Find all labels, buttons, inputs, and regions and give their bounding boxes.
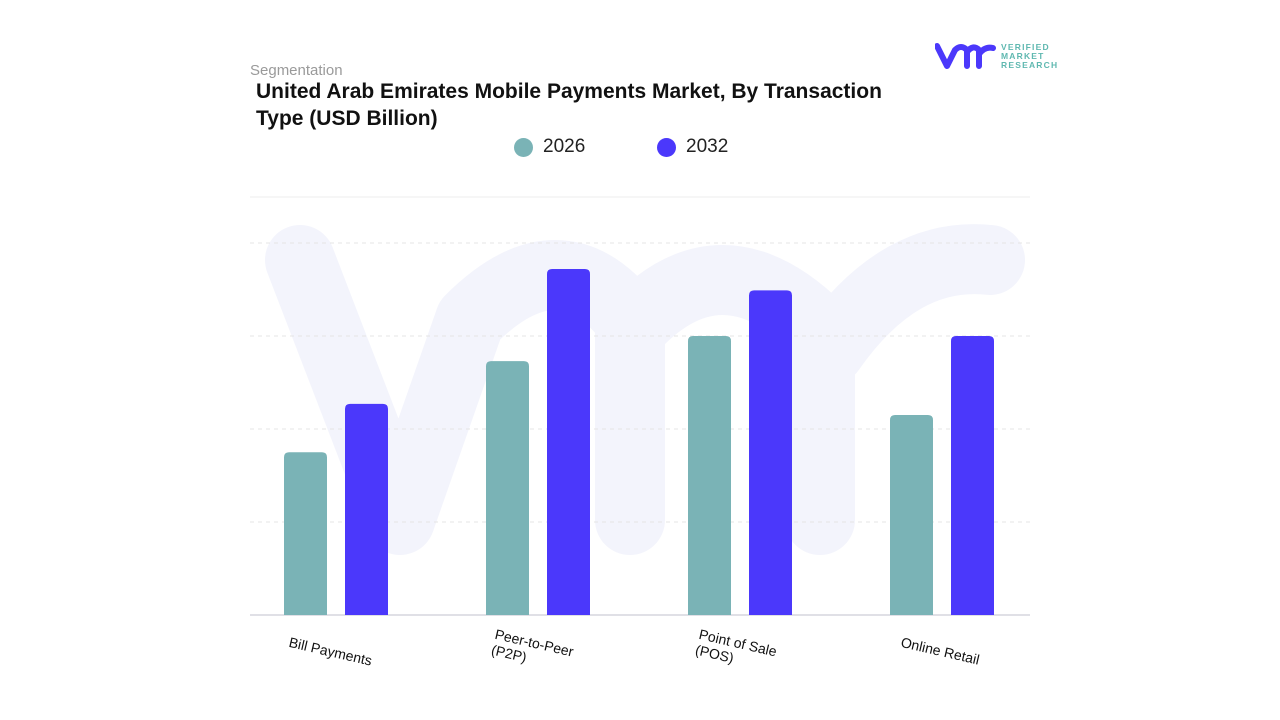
bar-2032-3 xyxy=(951,336,994,615)
legend: 2026 2032 xyxy=(0,136,1280,160)
logo-line-1: VERIFIED xyxy=(1001,41,1050,52)
segment-label: Segmentation xyxy=(250,62,343,79)
logo-line-2: MARKET xyxy=(1001,50,1045,61)
vmr-logo: VERIFIED MARKET RESEARCH xyxy=(935,42,1058,70)
legend-label-2032: 2032 xyxy=(686,136,729,157)
chart-title: United Arab Emirates Mobile Payments Mar… xyxy=(256,80,882,130)
bar-2026-0 xyxy=(284,452,327,615)
legend-item-2032: 2032 xyxy=(657,136,728,158)
logo-text: VERIFIED MARKET RESEARCH xyxy=(1001,41,1059,70)
logo-line-3: RESEARCH xyxy=(1001,59,1059,70)
bar-2032-1 xyxy=(547,269,590,615)
bar-2026-2 xyxy=(688,336,731,615)
bar-2032-2 xyxy=(749,290,792,615)
legend-label-2026: 2026 xyxy=(543,136,586,157)
bar-2026-3 xyxy=(890,415,933,615)
legend-item-2026: 2026 xyxy=(514,136,585,158)
bar-2026-1 xyxy=(486,361,529,615)
legend-swatch-2026 xyxy=(514,137,533,157)
vmr-logo-mark xyxy=(935,43,996,69)
vmr-watermark xyxy=(265,224,1025,555)
bar-2032-0 xyxy=(345,403,388,615)
legend-swatch-2032 xyxy=(657,137,676,157)
